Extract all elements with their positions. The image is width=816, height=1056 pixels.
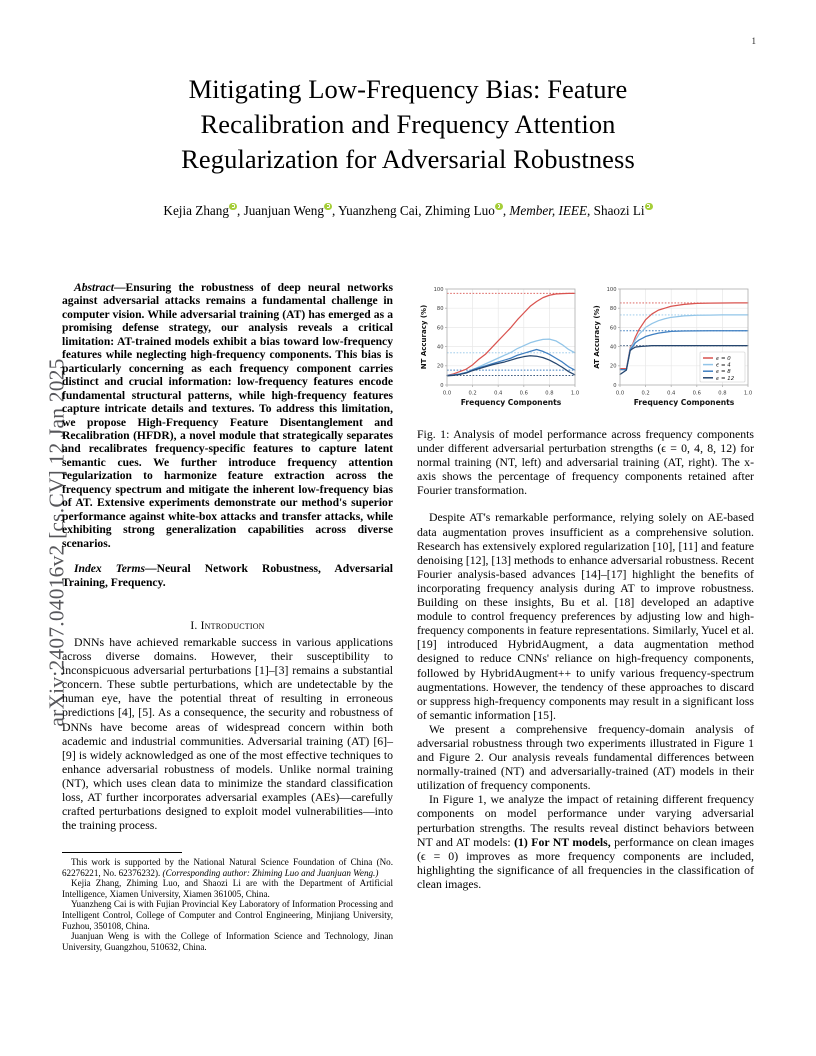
- figure-1-caption: Fig. 1: Analysis of model performance ac…: [417, 427, 754, 497]
- svg-text:20: 20: [437, 364, 444, 370]
- paragraph-part-b: performance on clean images (ϵ = 0) impr…: [417, 834, 754, 891]
- author-name: Yuanzheng Cai: [338, 203, 419, 218]
- index-terms-dash: —: [144, 562, 157, 576]
- author-name: Zhiming Luo: [424, 203, 495, 218]
- svg-text:60: 60: [437, 325, 444, 331]
- chart-at-svg: 0.0 0.2 0.4 0.6 0.8 1.0 0 20 40 60 80 100 Frequency …: [593, 287, 752, 407]
- svg-text:1.0: 1.0: [744, 391, 752, 397]
- paragraph-bold-emphasis: (1) For NT models,: [514, 834, 611, 849]
- svg-text:80: 80: [610, 306, 617, 312]
- footnote-divider: [62, 852, 182, 853]
- svg-text:0.0: 0.0: [443, 391, 451, 397]
- paragraph: In Figure 1, we analyze the impact of re…: [417, 792, 754, 891]
- title-line-1: Mitigating Low-Frequency Bias: Feature: [188, 74, 628, 104]
- section-numeral: I.: [190, 618, 198, 632]
- right-column: 0.0 0.2 0.4 0.6 0.8 1.0 0 20 40 60 80 100 Frequency …: [417, 281, 754, 891]
- svg-text:40: 40: [610, 345, 617, 351]
- index-terms-body: Neural Network Robustness, Adversarial T…: [62, 562, 393, 589]
- svg-text:0.8: 0.8: [545, 391, 553, 397]
- orcid-icon[interactable]: [645, 202, 653, 210]
- orcid-icon[interactable]: [495, 202, 503, 210]
- footnote-affiliation-3: Juanjuan Weng is with the College of Inf…: [62, 931, 393, 952]
- author-separator: ,: [331, 203, 339, 218]
- section-title: Introduction: [200, 618, 265, 632]
- paragraph: DNNs have achieved remarkable success in…: [62, 634, 393, 833]
- svg-text:0.6: 0.6: [693, 391, 701, 397]
- figure-caption-text: Analysis of model performance across fre…: [417, 427, 754, 498]
- svg-text:0.0: 0.0: [616, 391, 624, 397]
- chart-at-accuracy: 0.0 0.2 0.4 0.6 0.8 1.0 0 20 40 60 80 100 Frequency …: [590, 281, 754, 419]
- chart-nt-accuracy: 0.0 0.2 0.4 0.6 0.8 1.0 0 20 40 60 80 100 Frequency …: [417, 281, 581, 419]
- paragraph: We present a comprehensive frequency-dom…: [417, 721, 754, 793]
- svg-text:NT Accuracy (%): NT Accuracy (%): [420, 305, 428, 370]
- svg-text:40: 40: [437, 345, 444, 351]
- figure-1: 0.0 0.2 0.4 0.6 0.8 1.0 0 20 40 60 80 100 Frequency …: [417, 281, 754, 419]
- abstract-body: Ensuring the robustness of deep neural n…: [62, 281, 393, 550]
- svg-text:ϵ = 0: ϵ = 0: [716, 356, 731, 362]
- svg-text:0.4: 0.4: [667, 391, 676, 397]
- section-heading-introduction: I. Introduction: [62, 619, 393, 632]
- abstract-paragraph: Abstract—Ensuring the robustness of deep…: [62, 281, 393, 550]
- title-line-2: Recalibration and Frequency Attention: [200, 109, 616, 139]
- author-separator: ,: [236, 203, 244, 218]
- svg-text:0.6: 0.6: [520, 391, 528, 397]
- author-list: Kejia Zhang, Juanjuan Weng, Yuanzheng Ca…: [88, 202, 728, 219]
- author-name: Shaozi Li: [593, 203, 645, 218]
- svg-text:0: 0: [440, 383, 443, 389]
- footnote-funding-text: This work is supported by the National N…: [62, 857, 393, 878]
- chart-nt-svg: 0.0 0.2 0.4 0.6 0.8 1.0 0 20 40 60 80 100 Frequency …: [420, 287, 579, 407]
- page-title: Mitigating Low-Frequency Bias: Feature R…: [108, 72, 708, 177]
- svg-text:1.0: 1.0: [571, 391, 579, 397]
- author-separator: ,: [418, 203, 425, 218]
- left-column: Abstract—Ensuring the robustness of deep…: [62, 281, 393, 832]
- svg-text:0.2: 0.2: [468, 391, 476, 397]
- svg-text:Frequency Components: Frequency Components: [634, 398, 735, 407]
- svg-text:20: 20: [610, 364, 617, 370]
- svg-text:Frequency Components: Frequency Components: [461, 398, 562, 407]
- orcid-icon[interactable]: [324, 202, 332, 210]
- author-name: Juanjuan Weng: [243, 203, 324, 218]
- figure-label: Fig. 1:: [417, 427, 450, 441]
- abstract-dash: —: [113, 281, 126, 294]
- title-line-3: Regularization for Adversarial Robustnes…: [181, 144, 635, 174]
- svg-text:ϵ = 4: ϵ = 4: [716, 363, 731, 369]
- author-separator: ,: [502, 203, 510, 218]
- svg-text:100: 100: [607, 287, 617, 293]
- author-membership: Member, IEEE: [509, 203, 588, 218]
- footnote-affiliation-1: Kejia Zhang, Zhiming Luo, and Shaozi Li …: [62, 878, 393, 899]
- svg-text:ϵ = 8: ϵ = 8: [716, 369, 731, 375]
- svg-text:60: 60: [610, 325, 617, 331]
- orcid-icon[interactable]: [229, 202, 237, 210]
- introduction-body: DNNs have achieved remarkable success in…: [62, 635, 393, 832]
- author-separator: ,: [587, 203, 594, 218]
- svg-text:0.4: 0.4: [494, 391, 503, 397]
- svg-text:0.8: 0.8: [718, 391, 726, 397]
- paragraph: Despite AT's remarkable performance, rel…: [417, 510, 754, 722]
- svg-text:AT Accuracy (%): AT Accuracy (%): [593, 305, 601, 369]
- footnote-block: This work is supported by the National N…: [62, 857, 393, 952]
- author-name: Kejia Zhang: [163, 203, 229, 218]
- svg-text:100: 100: [434, 287, 444, 293]
- abstract-label: Abstract: [74, 281, 114, 294]
- svg-text:80: 80: [437, 306, 444, 312]
- paragraph-part-a: In Figure 1, we analyze the impact of re…: [417, 792, 754, 849]
- svg-text:0: 0: [613, 383, 616, 389]
- page-number: 1: [751, 36, 757, 46]
- index-terms-label: Index Terms: [74, 562, 145, 576]
- svg-text:0.2: 0.2: [641, 391, 649, 397]
- right-column-body: Despite AT's remarkable performance, rel…: [417, 510, 754, 891]
- footnote-affiliation-2: Yuanzheng Cai is with Fujian Provincial …: [62, 899, 393, 931]
- footnote-funding: This work is supported by the National N…: [62, 857, 393, 878]
- index-terms-paragraph: Index Terms—Neural Network Robustness, A…: [62, 562, 393, 589]
- footnote-corresponding-author: (Corresponding author: Zhiming Luo and J…: [162, 867, 379, 878]
- svg-text:ϵ = 12: ϵ = 12: [716, 376, 735, 382]
